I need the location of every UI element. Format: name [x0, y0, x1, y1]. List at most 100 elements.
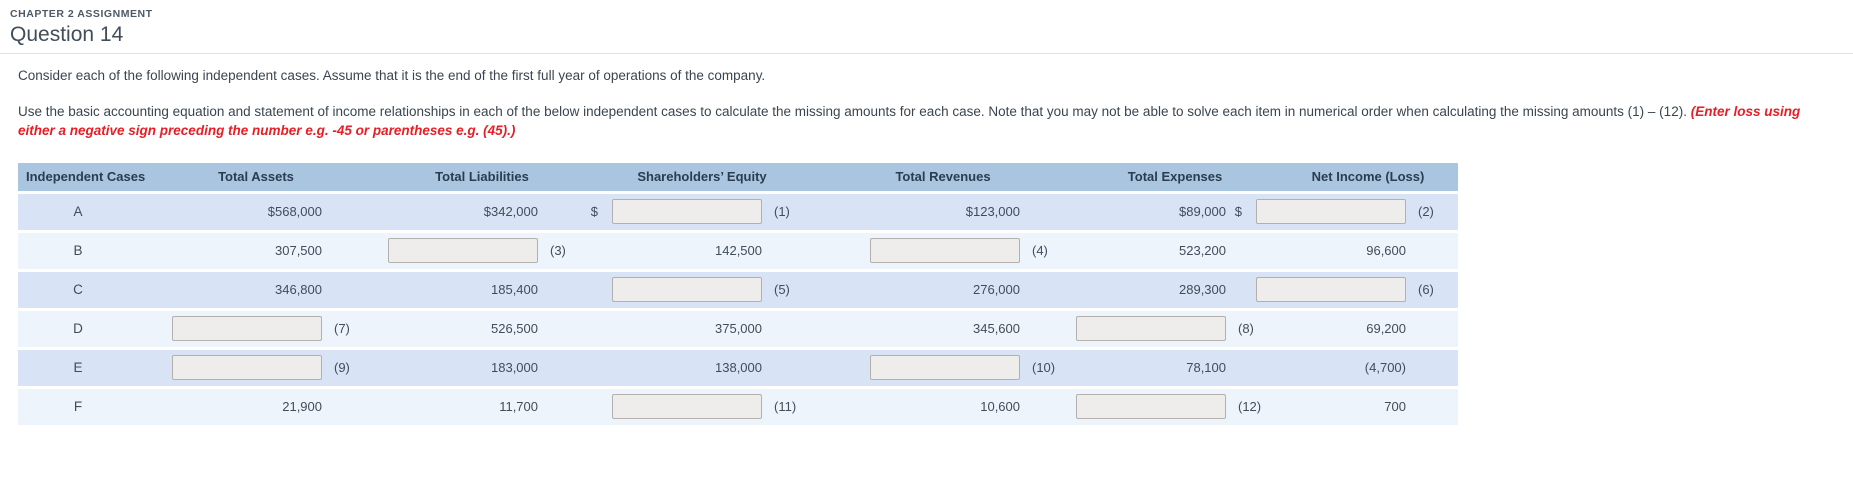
column-header-total-assets: Total Assets: [218, 169, 294, 185]
data-cell: $568,000: [138, 204, 374, 219]
answer-input-8[interactable]: [1076, 316, 1226, 342]
cell-value: 21,900: [282, 399, 322, 415]
instructions-paragraph-2: Use the basic accounting equation and st…: [18, 102, 1835, 141]
data-cell: (10): [814, 355, 1072, 381]
table-row: B 307,500 (3) 142,500 (4) 523,200 96,600: [18, 232, 1458, 269]
answer-input-7[interactable]: [172, 316, 322, 342]
answer-input-6[interactable]: [1256, 277, 1406, 303]
cell-value: 11,700: [499, 399, 538, 415]
cell-value: (4,700): [1364, 360, 1406, 376]
answer-input-5[interactable]: [612, 277, 762, 303]
item-number-label: (11): [774, 399, 797, 415]
data-cell: (12): [1072, 394, 1278, 420]
cell-value: 185,400: [491, 282, 538, 298]
column-header-shareholders-equity: Shareholders’ Equity: [637, 169, 767, 185]
data-cell: 289,300: [1072, 282, 1278, 297]
column-header-total-expenses: Total Expenses: [1127, 169, 1223, 185]
data-cell: 21,900: [138, 399, 374, 414]
data-cell: 307,500: [138, 243, 374, 258]
answer-input-4[interactable]: [870, 238, 1020, 264]
instructions-emphasis: (Enter loss using either a negative sign…: [18, 103, 1801, 139]
data-cell: 276,000: [814, 282, 1072, 297]
answer-input-2[interactable]: [1256, 199, 1406, 225]
answer-input-11[interactable]: [612, 394, 762, 420]
cell-value: $123,000: [965, 204, 1020, 220]
case-label: D: [73, 321, 83, 337]
cell-value: 69,200: [1366, 321, 1406, 337]
item-number-label: (9): [334, 360, 350, 376]
cell-value: $568,000: [267, 204, 322, 220]
case-label: A: [73, 204, 83, 220]
data-cell: (7): [138, 316, 374, 342]
item-number-label: (3): [550, 243, 566, 259]
table-row: E (9) 183,000 138,000 (10) 78,100 (4,700): [18, 349, 1458, 386]
data-cell: $ (1): [590, 199, 814, 225]
data-cell: 11,700: [374, 399, 590, 414]
data-cell: (5): [590, 277, 814, 303]
item-number-label: (7): [334, 321, 350, 337]
cell-value: 375,000: [715, 321, 762, 337]
data-cell: $89,000: [1072, 204, 1278, 219]
currency-symbol: $: [1234, 204, 1242, 220]
answer-input-1[interactable]: [612, 199, 762, 225]
data-cell: 138,000: [590, 360, 814, 375]
cell-value: 96,600: [1366, 243, 1406, 259]
item-number-label: (5): [774, 282, 790, 298]
data-cell: (4,700): [1278, 360, 1458, 375]
page-header: CHAPTER 2 ASSIGNMENT Question 14: [0, 0, 1853, 53]
cell-value: 700: [1384, 399, 1406, 415]
item-number-label: (2): [1418, 204, 1434, 220]
item-number-label: (8): [1238, 321, 1254, 337]
data-cell: 523,200: [1072, 243, 1278, 258]
answer-input-9[interactable]: [172, 355, 322, 381]
data-cell: 183,000: [374, 360, 590, 375]
data-cell: (3): [374, 238, 590, 264]
data-cell: (6): [1256, 277, 1458, 303]
answer-input-10[interactable]: [870, 355, 1020, 381]
table-row: F 21,900 11,700 (11) 10,600 (12) 700: [18, 388, 1458, 425]
data-cell: 69,200: [1278, 321, 1458, 336]
case-label: B: [73, 243, 83, 259]
data-cell: 96,600: [1278, 243, 1458, 258]
cell-value: 78,100: [1186, 360, 1226, 376]
data-cell: 346,800: [138, 282, 374, 297]
question-card: Consider each of the following independe…: [0, 53, 1853, 483]
cell-value: 138,000: [715, 360, 762, 376]
case-label: E: [73, 360, 83, 376]
data-cell: 185,400: [374, 282, 590, 297]
cell-value: 142,500: [715, 243, 762, 259]
cell-value: 526,500: [491, 321, 538, 337]
cell-value: $342,000: [483, 204, 538, 220]
data-cell: 526,500: [374, 321, 590, 336]
data-cell: $342,000: [374, 204, 590, 219]
table-row: A $568,000 $342,000 $ (1) $123,000 $89,000 $ (2…: [18, 193, 1458, 230]
cases-table: Independent Cases Total Assets Total Lia…: [18, 162, 1458, 425]
data-cell: (11): [590, 394, 814, 420]
data-cell: 375,000: [590, 321, 814, 336]
cell-value: 345,600: [973, 321, 1020, 337]
cell-value: 307,500: [275, 243, 322, 259]
item-number-label: (6): [1418, 282, 1434, 298]
question-title: Question 14: [10, 23, 124, 46]
currency-symbol: $: [590, 204, 598, 220]
case-label: C: [73, 282, 83, 298]
table-row: D (7) 526,500 375,000 345,600 (8) 69,200: [18, 310, 1458, 347]
column-header-total-revenues: Total Revenues: [895, 169, 991, 185]
cell-value: 523,200: [1179, 243, 1226, 259]
table-body: A $568,000 $342,000 $ (1) $123,000 $89,000 $ (2…: [18, 193, 1458, 425]
column-header-total-liabilities: Total Liabilities: [435, 169, 529, 185]
column-header-independent-cases: Independent Cases: [26, 169, 146, 185]
table-row: C 346,800 185,400 (5) 276,000 289,300 (6): [18, 271, 1458, 308]
cell-value: 10,600: [980, 399, 1020, 415]
item-number-label: (4): [1032, 243, 1048, 259]
instructions-text: Use the basic accounting equation and st…: [18, 103, 1691, 119]
assignment-label: CHAPTER 2 ASSIGNMENT: [10, 8, 153, 20]
item-number-label: (12): [1238, 399, 1262, 415]
data-cell: 142,500: [590, 243, 814, 258]
data-cell: 78,100: [1072, 360, 1278, 375]
item-number-label: (1): [774, 204, 790, 220]
answer-input-12[interactable]: [1076, 394, 1226, 420]
cell-value: 183,000: [491, 360, 538, 376]
answer-input-3[interactable]: [388, 238, 538, 264]
cell-value: 346,800: [275, 282, 322, 298]
